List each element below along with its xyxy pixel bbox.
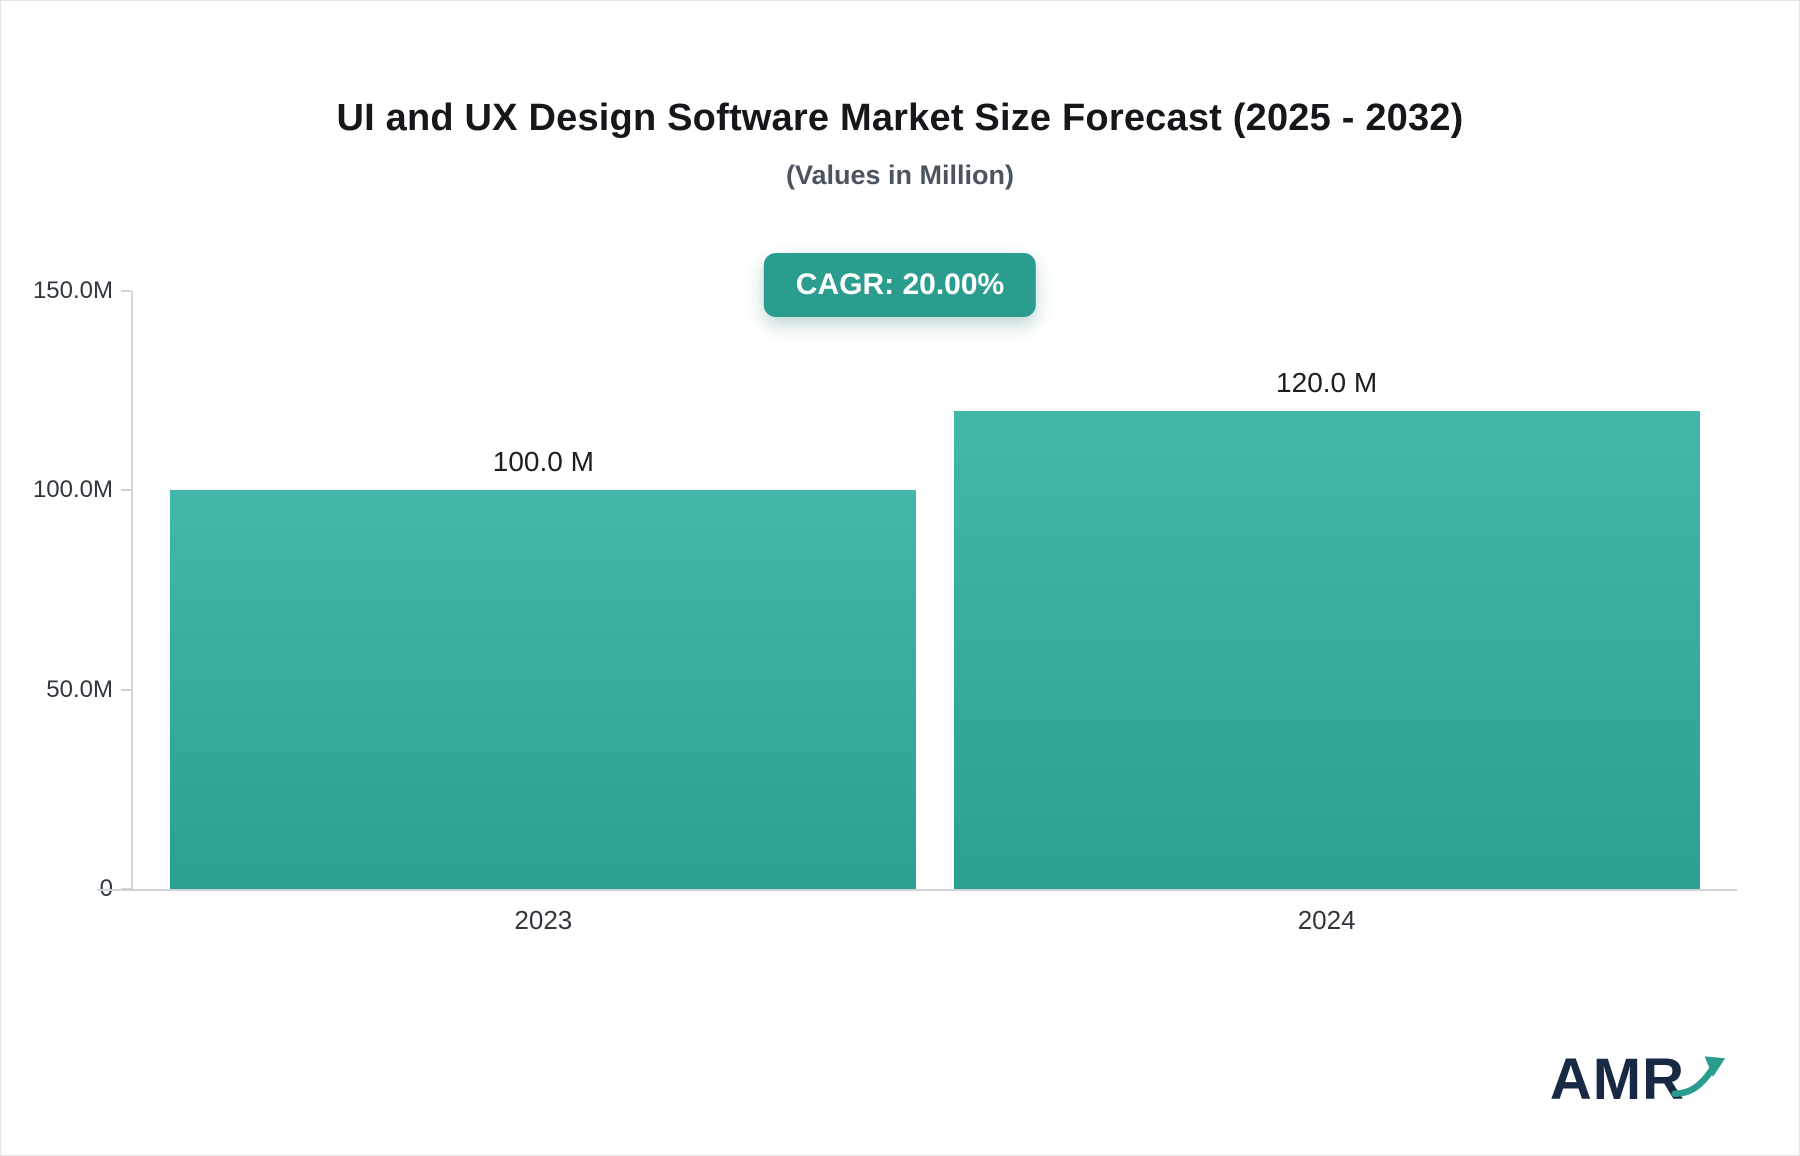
chart-title: UI and UX Design Software Market Size Fo… (336, 97, 1464, 139)
chart-subtitle: (Values in Million) (785, 160, 1015, 190)
bar-group-2023: 100.0 M (170, 291, 917, 889)
x-axis-line (97, 889, 1737, 891)
bar-2024 (953, 410, 1700, 889)
cagr-badge: CAGR: 20.00% (763, 253, 1037, 317)
bar-2023 (170, 490, 917, 889)
amr-logo-text: AMR (1549, 1047, 1685, 1112)
bar-value-label-2024: 120.0 M (1276, 366, 1378, 398)
bar-value-label-2023: 100.0 M (492, 446, 594, 478)
y-axis-label-150: 150.0M (32, 277, 113, 304)
bars-container: 100.0 M 120.0 M (133, 291, 1737, 889)
y-tick-100 (121, 489, 131, 492)
bar-group-2024: 120.0 M (953, 291, 1700, 889)
x-axis-label-2023: 2023 (514, 905, 573, 935)
amr-logo: AMR (1550, 1050, 1727, 1109)
y-axis-label-0: 0 (100, 875, 113, 903)
y-axis-label-50: 50.0M (46, 675, 113, 703)
y-tick-50 (121, 688, 131, 691)
x-axis-labels: 2023 2024 (133, 905, 1737, 936)
y-tick-150 (121, 290, 131, 292)
growth-arrow-icon (1671, 1050, 1727, 1107)
plot-area: 150.0M 100.0M 50.0M 0 100.0 M 120.0 M 20… (33, 277, 1737, 935)
x-axis-label-2024: 2024 (1297, 905, 1356, 935)
y-axis-label-100: 100.0M (32, 476, 113, 504)
